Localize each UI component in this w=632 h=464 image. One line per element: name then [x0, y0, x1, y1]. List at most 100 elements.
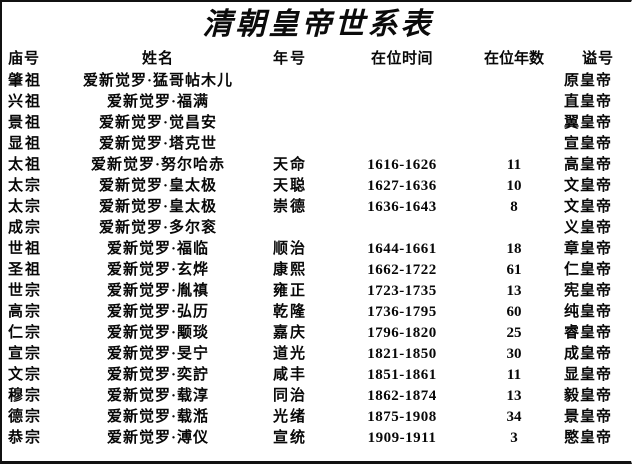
cell-posthumous-name: 显皇帝	[564, 367, 613, 383]
cell-era-name: 天聪	[272, 178, 307, 194]
cell-temple-name: 恭宗	[8, 430, 43, 446]
cell-posthumous-name: 宣皇帝	[564, 136, 613, 152]
cell-personal-name: 爱新觉罗·溥仪	[106, 430, 209, 446]
cell-reign-period: 1616-1626	[367, 157, 437, 173]
cell-reign-years	[466, 71, 562, 92]
cell-temple-name: 宣宗	[8, 346, 43, 362]
cell-personal-name: 爱新觉罗·皇太极	[98, 199, 217, 215]
cell-reign-years: 25	[506, 325, 522, 341]
cell-reign-period: 1644-1661	[367, 241, 437, 257]
cell-reign-years	[466, 218, 562, 239]
cell-era-name: 康熙	[272, 262, 307, 278]
cell-posthumous-name: 翼皇帝	[564, 115, 613, 131]
table-row: 穆宗 爱新觉罗·载淳 同治 1862-1874 13 毅皇帝	[2, 386, 631, 407]
table-row: 肇祖 爱新觉罗·猛哥帖木儿 原皇帝	[2, 71, 631, 92]
cell-era-name: 崇德	[272, 199, 307, 215]
cell-temple-name: 世宗	[8, 283, 43, 299]
cell-posthumous-name: 文皇帝	[564, 199, 613, 215]
table-row: 太宗 爱新觉罗·皇太极 崇德 1636-1643 8 文皇帝	[2, 197, 631, 218]
cell-era-name: 天命	[272, 157, 307, 173]
cell-temple-name: 显祖	[8, 136, 43, 152]
cell-posthumous-name: 毅皇帝	[564, 388, 613, 404]
cell-reign-period: 1736-1795	[367, 304, 437, 320]
cell-reign-period: 1627-1636	[367, 178, 437, 194]
cell-posthumous-name: 宪皇帝	[564, 283, 613, 299]
cell-personal-name: 爱新觉罗·福满	[106, 94, 209, 110]
cell-posthumous-name: 成皇帝	[564, 346, 613, 362]
table-row: 太祖 爱新觉罗·努尔哈赤 天命 1616-1626 11 高皇帝	[2, 155, 631, 176]
cell-temple-name: 兴祖	[8, 94, 43, 110]
cell-reign-period: 1662-1722	[367, 262, 437, 278]
column-header-posthumous-name: 谥号	[581, 51, 614, 67]
cell-reign-period: 1796-1820	[367, 325, 437, 341]
cell-era-name	[242, 134, 338, 155]
table-row: 太宗 爱新觉罗·皇太极 天聪 1627-1636 10 文皇帝	[2, 176, 631, 197]
cell-temple-name: 圣祖	[8, 262, 43, 278]
cell-temple-name: 文宗	[8, 367, 43, 383]
table-header: 庙号 姓名 年号 在位时间 在位年数 谥号	[2, 48, 631, 71]
cell-personal-name: 爱新觉罗·皇太极	[98, 178, 217, 194]
cell-era-name: 道光	[272, 346, 307, 362]
cell-reign-period	[338, 218, 466, 239]
header-row: 庙号 姓名 年号 在位时间 在位年数 谥号	[2, 48, 631, 71]
cell-reign-years: 30	[506, 346, 522, 362]
cell-posthumous-name: 原皇帝	[564, 73, 613, 89]
cell-posthumous-name: 愍皇帝	[564, 430, 613, 446]
cell-reign-period: 1851-1861	[367, 367, 437, 383]
cell-era-name	[242, 71, 338, 92]
cell-reign-years: 18	[506, 241, 522, 257]
cell-reign-years: 34	[506, 409, 522, 425]
cell-reign-years: 13	[506, 283, 522, 299]
cell-era-name	[242, 113, 338, 134]
column-header-reign-period: 在位时间	[370, 51, 433, 67]
cell-era-name	[242, 218, 338, 239]
table-row: 景祖 爱新觉罗·觉昌安 翼皇帝	[2, 113, 631, 134]
cell-reign-years: 8	[510, 199, 518, 215]
cell-personal-name: 爱新觉罗·猛哥帖木儿	[82, 73, 233, 89]
cell-personal-name: 爱新觉罗·载湉	[106, 409, 209, 425]
cell-temple-name: 仁宗	[8, 325, 43, 341]
cell-reign-period	[338, 92, 466, 113]
cell-temple-name: 太宗	[8, 178, 43, 194]
cell-temple-name: 世祖	[8, 241, 43, 257]
cell-personal-name: 爱新觉罗·福临	[106, 241, 209, 257]
cell-reign-years	[466, 92, 562, 113]
cell-posthumous-name: 景皇帝	[564, 409, 613, 425]
cell-temple-name: 景祖	[8, 115, 43, 131]
cell-posthumous-name: 章皇帝	[564, 241, 613, 257]
table-row: 高宗 爱新觉罗·弘历 乾隆 1736-1795 60 纯皇帝	[2, 302, 631, 323]
cell-temple-name: 太宗	[8, 199, 43, 215]
cell-reign-years: 60	[506, 304, 522, 320]
table-row: 世宗 爱新觉罗·胤禛 雍正 1723-1735 13 宪皇帝	[2, 281, 631, 302]
cell-temple-name: 太祖	[8, 157, 43, 173]
cell-temple-name: 高宗	[8, 304, 43, 320]
cell-posthumous-name: 睿皇帝	[564, 325, 613, 341]
cell-era-name: 嘉庆	[272, 325, 307, 341]
cell-reign-years: 13	[506, 388, 522, 404]
cell-reign-period: 1821-1850	[367, 346, 437, 362]
cell-reign-period: 1909-1911	[367, 430, 437, 446]
table-row: 仁宗 爱新觉罗·颙琰 嘉庆 1796-1820 25 睿皇帝	[2, 323, 631, 344]
cell-reign-period: 1875-1908	[367, 409, 437, 425]
table-row: 恭宗 爱新觉罗·溥仪 宣统 1909-1911 3 愍皇帝	[2, 428, 631, 449]
table-body: 肇祖 爱新觉罗·猛哥帖木儿 原皇帝 兴祖 爱新觉罗·福满 直皇帝 景祖 爱新觉罗·觉昌安 翼皇帝…	[2, 71, 631, 449]
table-row: 显祖 爱新觉罗·塔克世 宣皇帝	[2, 134, 631, 155]
cell-posthumous-name: 高皇帝	[564, 157, 613, 173]
cell-reign-years	[466, 113, 562, 134]
table-row: 圣祖 爱新觉罗·玄烨 康熙 1662-1722 61 仁皇帝	[2, 260, 631, 281]
cell-personal-name: 爱新觉罗·胤禛	[106, 283, 209, 299]
cell-reign-period	[338, 113, 466, 134]
page-title: 清朝皇帝世系表	[202, 7, 434, 42]
cell-reign-period	[338, 134, 466, 155]
cell-reign-years: 3	[510, 430, 518, 446]
cell-reign-years: 10	[506, 178, 522, 194]
cell-personal-name: 爱新觉罗·载淳	[106, 388, 209, 404]
column-header-temple-name: 庙号	[8, 51, 41, 67]
cell-temple-name: 肇祖	[8, 73, 43, 89]
table-row: 宣宗 爱新觉罗·旻宁 道光 1821-1850 30 成皇帝	[2, 344, 631, 365]
cell-era-name: 顺治	[272, 241, 307, 257]
cell-reign-period: 1636-1643	[367, 199, 437, 215]
cell-personal-name: 爱新觉罗·弘历	[106, 304, 209, 320]
table-row: 文宗 爱新觉罗·奕詝 咸丰 1851-1861 11 显皇帝	[2, 365, 631, 386]
